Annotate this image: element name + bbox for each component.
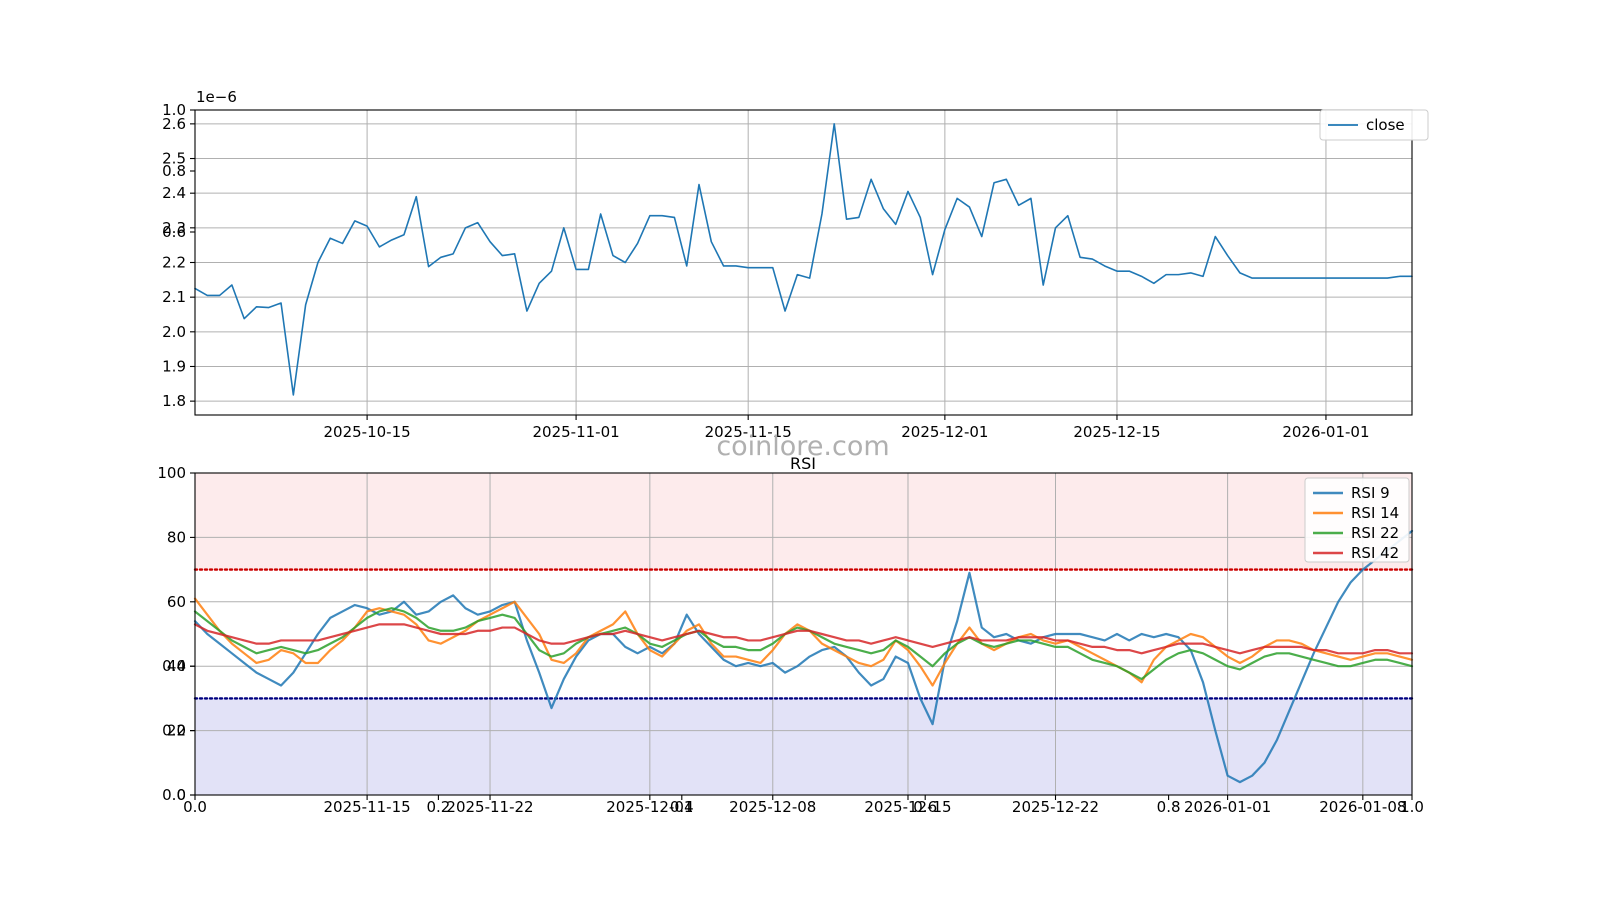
legend-label-rsi-9: RSI 9 bbox=[1351, 484, 1390, 502]
price-chart-panel: 1.8 1.9 2.0 2.1 2.2 2.3 2.4 2.5 2.6 0.6 0.8 1.0 20… bbox=[162, 88, 1429, 441]
svg-text:2.1: 2.1 bbox=[162, 288, 186, 306]
svg-text:2.6: 2.6 bbox=[162, 115, 186, 133]
svg-text:2025-12-15: 2025-12-15 bbox=[864, 798, 951, 816]
rsi-band bbox=[195, 698, 1412, 795]
svg-text:2026-01-01: 2026-01-01 bbox=[1282, 423, 1369, 441]
rsi-line-rsi-14 bbox=[193, 597, 1414, 687]
svg-text:0.2: 0.2 bbox=[426, 798, 450, 816]
svg-text:2025-12-22: 2025-12-22 bbox=[1012, 798, 1099, 816]
svg-text:2025-12-08: 2025-12-08 bbox=[729, 798, 816, 816]
rsi-band bbox=[195, 473, 1412, 570]
svg-text:1.0: 1.0 bbox=[1400, 798, 1424, 816]
watermark-coinlore: coinlore.com bbox=[716, 431, 889, 462]
price-x-axis-ticks: 2025-10-15 2025-11-01 2025-11-15 2025-12-01… bbox=[324, 415, 1370, 441]
svg-text:0.6: 0.6 bbox=[162, 223, 186, 241]
price-y-axis-ticks: 1.8 1.9 2.0 2.1 2.2 2.3 2.4 2.5 2.6 bbox=[162, 115, 195, 410]
svg-text:0.4: 0.4 bbox=[670, 798, 694, 816]
svg-text:2025-12-01: 2025-12-01 bbox=[901, 423, 988, 441]
close-price-polyline bbox=[194, 123, 1413, 396]
legend-label-close: close bbox=[1366, 116, 1405, 134]
svg-text:2025-12-01: 2025-12-01 bbox=[606, 798, 693, 816]
svg-text:0.0: 0.0 bbox=[183, 798, 207, 816]
svg-text:2025-12-15: 2025-12-15 bbox=[1073, 423, 1160, 441]
svg-text:40: 40 bbox=[167, 657, 186, 675]
svg-text:80: 80 bbox=[167, 528, 186, 546]
legend-label-rsi-22: RSI 22 bbox=[1351, 524, 1399, 542]
svg-text:20: 20 bbox=[167, 722, 186, 740]
svg-text:1.8: 1.8 bbox=[162, 392, 186, 410]
rsi-x-axis-ticks: 2025-11-15 2025-11-22 2025-12-01 2025-12-08… bbox=[324, 795, 1406, 816]
legend-label-rsi-14: RSI 14 bbox=[1351, 504, 1399, 522]
svg-text:2025-10-15: 2025-10-15 bbox=[324, 423, 411, 441]
rsi-line-rsi-22 bbox=[193, 607, 1414, 681]
legend-label-rsi-42: RSI 42 bbox=[1351, 544, 1399, 562]
svg-text:2025-11-22: 2025-11-22 bbox=[446, 798, 533, 816]
svg-text:0.0: 0.0 bbox=[162, 786, 186, 804]
svg-text:2025-11-15: 2025-11-15 bbox=[705, 423, 792, 441]
price-y-axis-twin-ticks: 0.6 0.8 1.0 bbox=[162, 101, 195, 241]
svg-text:0: 0 bbox=[176, 786, 186, 804]
svg-text:2025-11-15: 2025-11-15 bbox=[324, 798, 411, 816]
svg-text:2.4: 2.4 bbox=[162, 184, 186, 202]
rsi-threshold-lines bbox=[193, 568, 1414, 700]
svg-text:100: 100 bbox=[157, 464, 186, 482]
rsi-y-axis-ticks: 0 20 40 60 80 100 bbox=[157, 464, 195, 804]
svg-text:1.0: 1.0 bbox=[162, 101, 186, 119]
svg-text:2.0: 2.0 bbox=[162, 323, 186, 341]
svg-text:2026-01-08: 2026-01-08 bbox=[1319, 798, 1406, 816]
price-gridlines bbox=[195, 110, 1412, 415]
svg-text:2.2: 2.2 bbox=[162, 254, 186, 272]
rsi-y-axis-twin-ticks: 0.0 0.2 0.4 bbox=[162, 657, 195, 804]
rsi-series-lines bbox=[193, 529, 1414, 784]
rsi-axes-frame bbox=[194, 472, 1413, 796]
svg-text:2.5: 2.5 bbox=[162, 150, 186, 168]
svg-text:0.8: 0.8 bbox=[1157, 798, 1181, 816]
svg-text:0.2: 0.2 bbox=[162, 722, 186, 740]
price-y-axis-offset-label: 1e−6 bbox=[196, 88, 237, 106]
rsi-threshold-bands bbox=[195, 473, 1412, 795]
close-price-line bbox=[194, 123, 1413, 396]
svg-text:2.3: 2.3 bbox=[162, 219, 186, 237]
svg-text:0.4: 0.4 bbox=[162, 657, 186, 675]
svg-text:0.8: 0.8 bbox=[162, 162, 186, 180]
rsi-line-rsi-42 bbox=[193, 623, 1414, 655]
svg-text:1.9: 1.9 bbox=[162, 357, 186, 375]
svg-text:2026-01-01: 2026-01-01 bbox=[1184, 798, 1271, 816]
rsi-line-rsi-9 bbox=[193, 529, 1414, 784]
svg-text:60: 60 bbox=[167, 593, 186, 611]
svg-text:2025-11-01: 2025-11-01 bbox=[532, 423, 619, 441]
svg-text:0.6: 0.6 bbox=[913, 798, 937, 816]
price-legend[interactable]: close bbox=[1319, 109, 1429, 141]
rsi-panel-title: RSI bbox=[790, 454, 816, 473]
rsi-legend[interactable]: RSI 9 RSI 14 RSI 22 RSI 42 bbox=[1304, 477, 1410, 563]
rsi-x-axis-twin-ticks: 0.0 0.2 0.4 0.6 0.8 1.0 bbox=[183, 795, 1424, 816]
